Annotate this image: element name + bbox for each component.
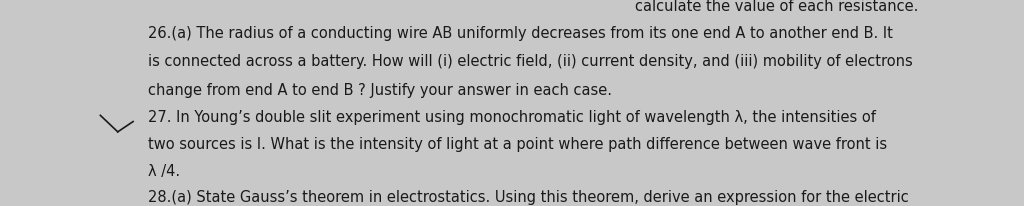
- Text: calculate the value of each resistance.: calculate the value of each resistance.: [635, 0, 919, 14]
- Text: 28.(a) State Gauss’s theorem in electrostatics. Using this theorem, derive an ex: 28.(a) State Gauss’s theorem in electros…: [148, 190, 909, 205]
- Text: λ /4.: λ /4.: [148, 164, 180, 179]
- Text: 26.(a) The radius of a conducting wire AB uniformly decreases from its one end A: 26.(a) The radius of a conducting wire A…: [148, 26, 893, 41]
- Text: 27. In Young’s double slit experiment using monochromatic light of wavelength λ,: 27. In Young’s double slit experiment us…: [148, 110, 877, 125]
- Text: is connected across a battery. How will (i) electric field, (ii) current density: is connected across a battery. How will …: [148, 54, 913, 69]
- Text: change from end A to end B ? Justify your answer in each case.: change from end A to end B ? Justify you…: [148, 83, 612, 98]
- Text: two sources is I. What is the intensity of light at a point where path differenc: two sources is I. What is the intensity …: [148, 137, 888, 152]
